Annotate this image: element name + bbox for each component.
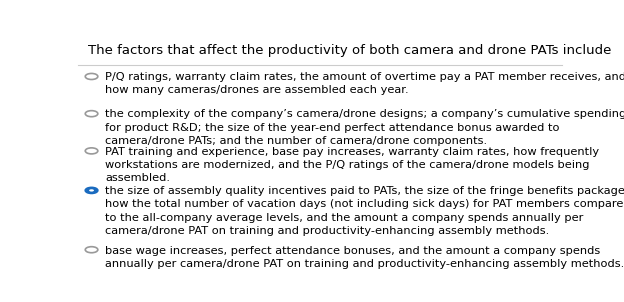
Circle shape <box>89 189 94 191</box>
Text: P/Q ratings, warranty claim rates, the amount of overtime pay a PAT member recei: P/Q ratings, warranty claim rates, the a… <box>105 72 624 95</box>
Circle shape <box>85 148 98 154</box>
Text: The factors that affect the productivity of both camera and drone PATs include: The factors that affect the productivity… <box>87 44 611 57</box>
Text: the complexity of the company’s camera/drone designs; a company’s cumulative spe: the complexity of the company’s camera/d… <box>105 110 624 146</box>
Text: the size of assembly quality incentives paid to PATs, the size of the fringe ben: the size of assembly quality incentives … <box>105 186 624 236</box>
Circle shape <box>85 187 98 194</box>
Text: PAT training and experience, base pay increases, warranty claim rates, how frequ: PAT training and experience, base pay in… <box>105 147 599 183</box>
Text: base wage increases, perfect attendance bonuses, and the amount a company spends: base wage increases, perfect attendance … <box>105 246 624 269</box>
Circle shape <box>85 111 98 117</box>
Circle shape <box>85 73 98 79</box>
Circle shape <box>85 247 98 253</box>
